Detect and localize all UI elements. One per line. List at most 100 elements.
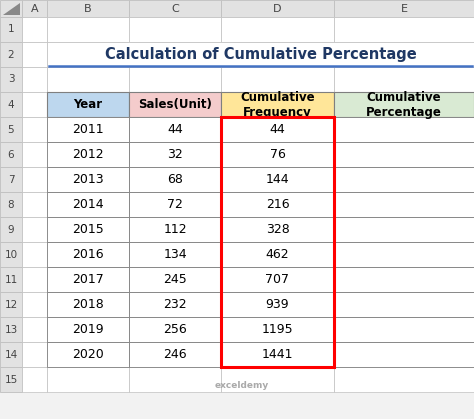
Bar: [129, 267, 221, 292]
Text: B: B: [84, 3, 92, 13]
Bar: [47, 292, 129, 317]
Bar: [22, 67, 47, 92]
Text: E: E: [401, 3, 408, 13]
Text: Sales(Unit): Sales(Unit): [138, 98, 212, 111]
Bar: [0, 292, 22, 317]
Bar: [334, 267, 474, 292]
Bar: [221, 92, 334, 117]
Bar: [334, 117, 474, 142]
Text: 939: 939: [266, 298, 289, 311]
Text: Year: Year: [73, 98, 102, 111]
Bar: [22, 17, 47, 42]
Text: 232: 232: [163, 298, 187, 311]
Bar: [334, 192, 474, 217]
Bar: [334, 342, 474, 367]
Bar: [221, 217, 334, 242]
Text: 707: 707: [265, 273, 290, 286]
Bar: [221, 167, 334, 192]
Bar: [221, 142, 334, 167]
Text: A: A: [31, 3, 38, 13]
Bar: [47, 17, 129, 42]
Text: 2012: 2012: [72, 148, 104, 161]
Bar: [129, 67, 221, 92]
Text: 14: 14: [4, 349, 18, 360]
Text: 112: 112: [163, 223, 187, 236]
Bar: [129, 0, 221, 17]
Bar: [334, 42, 474, 67]
Text: 2015: 2015: [72, 223, 104, 236]
Text: 2020: 2020: [72, 348, 104, 361]
Bar: [0, 217, 22, 242]
Bar: [129, 192, 221, 217]
Bar: [0, 67, 22, 92]
Text: D: D: [273, 3, 282, 13]
Bar: [47, 167, 129, 192]
Text: 328: 328: [265, 223, 289, 236]
Bar: [0, 142, 22, 167]
Bar: [47, 292, 129, 317]
Bar: [334, 317, 474, 342]
Bar: [334, 167, 474, 192]
Bar: [47, 142, 129, 167]
Text: 68: 68: [167, 173, 183, 186]
Bar: [334, 117, 474, 142]
Text: 13: 13: [4, 324, 18, 334]
Bar: [334, 142, 474, 167]
Text: 72: 72: [167, 198, 183, 211]
Bar: [334, 217, 474, 242]
Bar: [47, 142, 129, 167]
Text: 4: 4: [8, 99, 14, 109]
Text: 10: 10: [4, 249, 18, 259]
Bar: [334, 0, 474, 17]
Text: 245: 245: [163, 273, 187, 286]
Bar: [221, 42, 334, 67]
Bar: [221, 117, 334, 142]
Text: C: C: [171, 3, 179, 13]
Bar: [334, 342, 474, 367]
Bar: [47, 42, 129, 67]
Text: 32: 32: [167, 148, 183, 161]
Text: 144: 144: [266, 173, 289, 186]
Bar: [129, 142, 221, 167]
Text: Calculation of Cumulative Percentage: Calculation of Cumulative Percentage: [105, 47, 416, 62]
Text: 5: 5: [8, 124, 14, 134]
Text: 2017: 2017: [72, 273, 104, 286]
Bar: [22, 0, 47, 17]
Bar: [0, 242, 22, 267]
Bar: [334, 292, 474, 317]
Text: 12: 12: [4, 300, 18, 310]
Bar: [129, 92, 221, 117]
Bar: [334, 292, 474, 317]
Text: 256: 256: [163, 323, 187, 336]
Bar: [0, 367, 22, 392]
Bar: [334, 367, 474, 392]
Bar: [22, 217, 47, 242]
Bar: [221, 217, 334, 242]
Bar: [129, 317, 221, 342]
Bar: [129, 367, 221, 392]
Text: 216: 216: [266, 198, 289, 211]
Bar: [221, 192, 334, 217]
Bar: [334, 242, 474, 267]
Bar: [129, 317, 221, 342]
Bar: [22, 42, 47, 67]
Bar: [47, 117, 129, 142]
Bar: [22, 267, 47, 292]
Text: 2: 2: [8, 49, 14, 59]
Bar: [334, 167, 474, 192]
Bar: [0, 342, 22, 367]
Bar: [221, 267, 334, 292]
Bar: [47, 167, 129, 192]
Bar: [129, 267, 221, 292]
Bar: [221, 67, 334, 92]
Bar: [334, 142, 474, 167]
Bar: [47, 317, 129, 342]
Bar: [22, 117, 47, 142]
Text: 9: 9: [8, 225, 14, 235]
Bar: [22, 317, 47, 342]
Bar: [47, 267, 129, 292]
Text: 1441: 1441: [262, 348, 293, 361]
Bar: [47, 117, 129, 142]
Bar: [221, 117, 334, 142]
Bar: [22, 167, 47, 192]
